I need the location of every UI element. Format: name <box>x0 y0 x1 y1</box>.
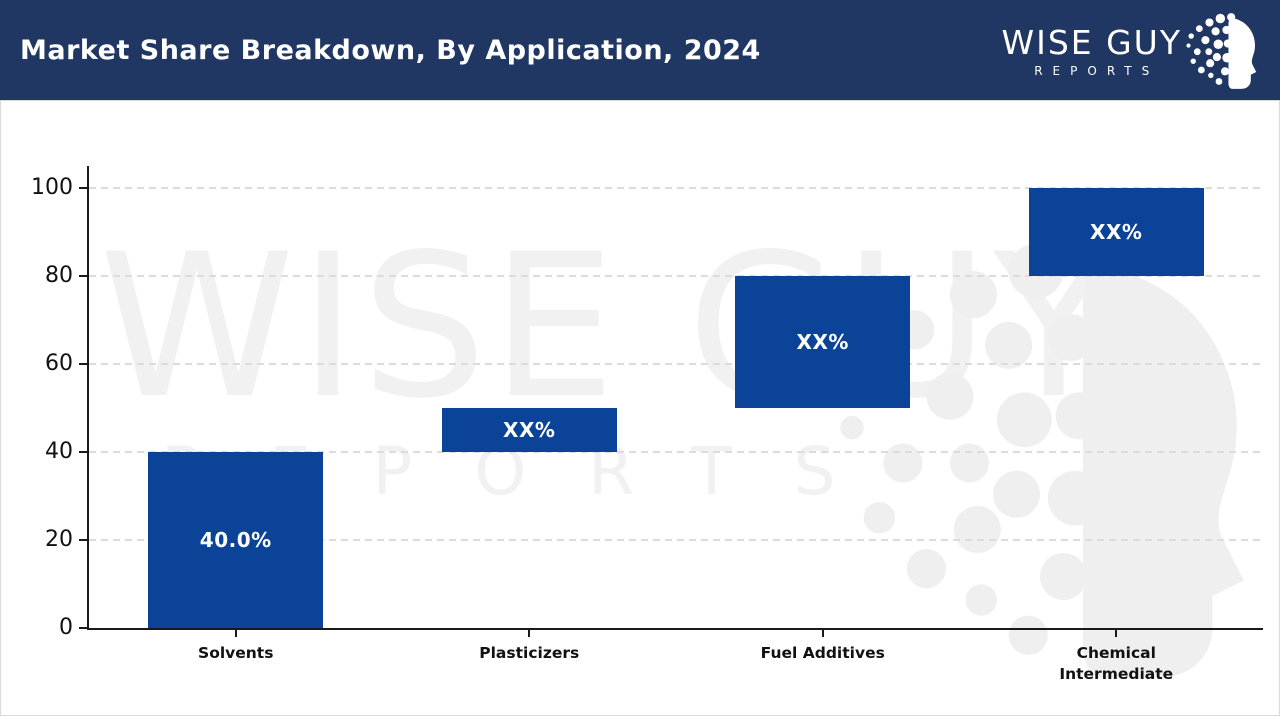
gridline <box>89 451 1263 453</box>
x-category-label: Plasticizers <box>479 644 580 662</box>
y-tick-label: 20 <box>45 527 73 552</box>
bar-value-label: XX% <box>796 330 849 354</box>
bar-value-label: 40.0% <box>199 528 272 552</box>
bar-segment: XX% <box>441 408 617 452</box>
bar-segment: XX% <box>735 276 911 408</box>
x-category-label: Chemical Intermediate <box>1059 644 1174 683</box>
x-axis <box>87 628 1263 630</box>
x-tick-mark <box>1115 630 1118 637</box>
bar-segment: 40.0% <box>148 452 324 628</box>
bar-value-label: XX% <box>503 418 556 442</box>
x-category-label: Fuel Additives <box>760 644 885 662</box>
brand-text: WISE GUY REPORTS <box>1001 22 1182 78</box>
x-tick-mark <box>821 630 824 637</box>
x-category-label: Solvents <box>198 644 274 662</box>
x-tick-mark <box>528 630 531 637</box>
bar-segment: XX% <box>1028 188 1204 276</box>
y-tick-mark <box>79 275 87 277</box>
logo-subtitle: REPORTS <box>1034 63 1160 78</box>
brand-logo: WISE GUY REPORTS <box>1001 8 1264 94</box>
watermark-face-icon <box>840 239 1244 679</box>
y-tick-label: 60 <box>45 351 73 376</box>
plot-area: 0 20 40 60 80 100 40.0% Solvents XX% Plasticizers… <box>31 166 1263 683</box>
logo-wordmark: WISE GUY <box>1001 22 1182 62</box>
bar-value-label: XX% <box>1090 220 1143 244</box>
gridline <box>89 187 1263 189</box>
gridline <box>89 363 1263 365</box>
y-tick-mark <box>79 187 87 189</box>
y-tick-mark <box>79 539 87 541</box>
y-axis <box>87 166 89 630</box>
y-tick-mark <box>79 627 87 629</box>
header-bar: Market Share Breakdown, By Application, … <box>0 0 1280 100</box>
y-tick-label: 100 <box>31 175 73 200</box>
y-tick-mark <box>79 363 87 365</box>
y-tick-label: 40 <box>45 439 73 464</box>
gridline <box>89 539 1263 541</box>
y-tick-label: 0 <box>59 615 73 640</box>
chart-panel: WISE GUY REPORTS 0 20 40 60 80 100 40.0% Solven… <box>0 100 1280 716</box>
x-tick-mark <box>234 630 237 637</box>
wiseguy-face-icon <box>1186 13 1257 89</box>
gridline <box>89 275 1263 277</box>
page-title: Market Share Breakdown, By Application, … <box>20 35 761 66</box>
y-tick-mark <box>79 451 87 453</box>
y-tick-label: 80 <box>45 263 73 288</box>
